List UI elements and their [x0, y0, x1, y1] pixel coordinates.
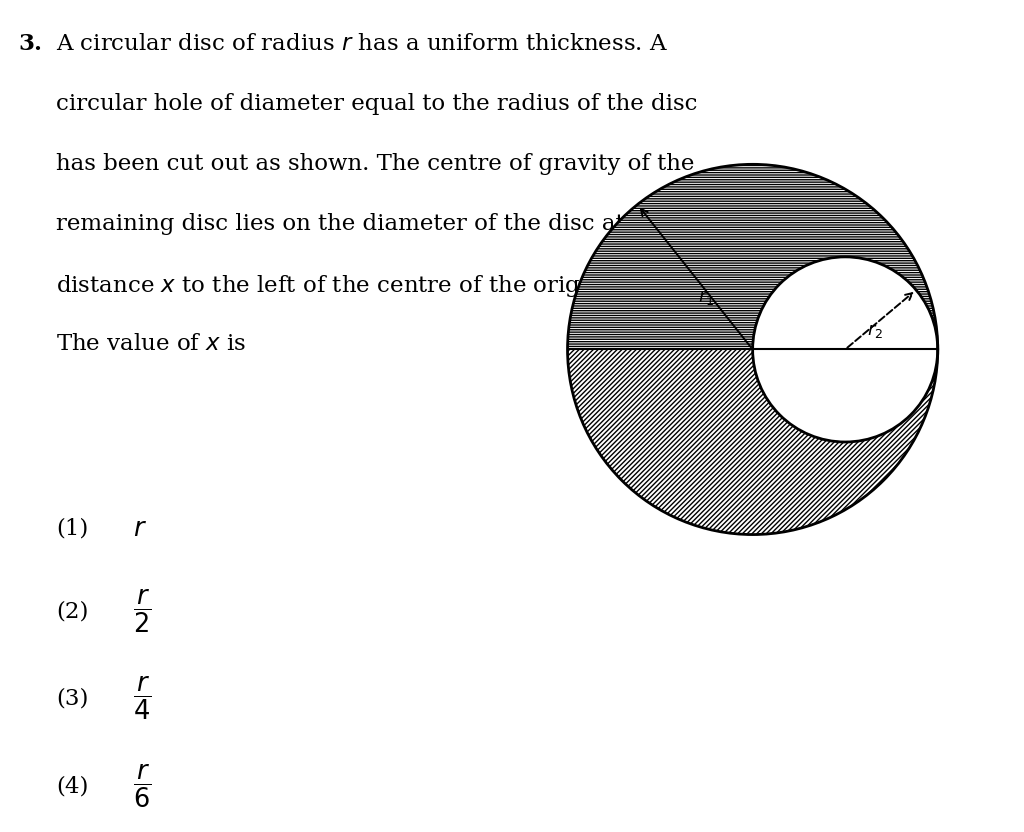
Text: The value of $x$ is: The value of $x$ is — [56, 333, 247, 354]
Text: $r$: $r$ — [133, 516, 147, 541]
Text: circular hole of diameter equal to the radius of the disc: circular hole of diameter equal to the r… — [56, 93, 697, 115]
Text: distance $x$ to the left of the centre of the original disc.: distance $x$ to the left of the centre o… — [56, 273, 684, 299]
Polygon shape — [567, 165, 938, 349]
Text: $\dfrac{r}{6}$: $\dfrac{r}{6}$ — [133, 763, 152, 810]
Text: (1): (1) — [56, 518, 88, 539]
Text: (3): (3) — [56, 688, 89, 710]
Circle shape — [753, 257, 938, 442]
Text: remaining disc lies on the diameter of the disc at a: remaining disc lies on the diameter of t… — [56, 213, 646, 235]
Text: (2): (2) — [56, 601, 89, 622]
Text: $\dfrac{r}{4}$: $\dfrac{r}{4}$ — [133, 676, 152, 722]
Text: $r_2$: $r_2$ — [867, 322, 884, 340]
Text: $r_1$: $r_1$ — [698, 289, 715, 307]
Text: has been cut out as shown. The centre of gravity of the: has been cut out as shown. The centre of… — [56, 153, 694, 175]
Text: $\dfrac{r}{2}$: $\dfrac{r}{2}$ — [133, 588, 152, 635]
Text: 3.: 3. — [18, 33, 42, 55]
Polygon shape — [567, 349, 938, 534]
Text: A circular disc of radius $r$ has a uniform thickness. A: A circular disc of radius $r$ has a unif… — [56, 33, 669, 55]
Text: (4): (4) — [56, 775, 89, 797]
